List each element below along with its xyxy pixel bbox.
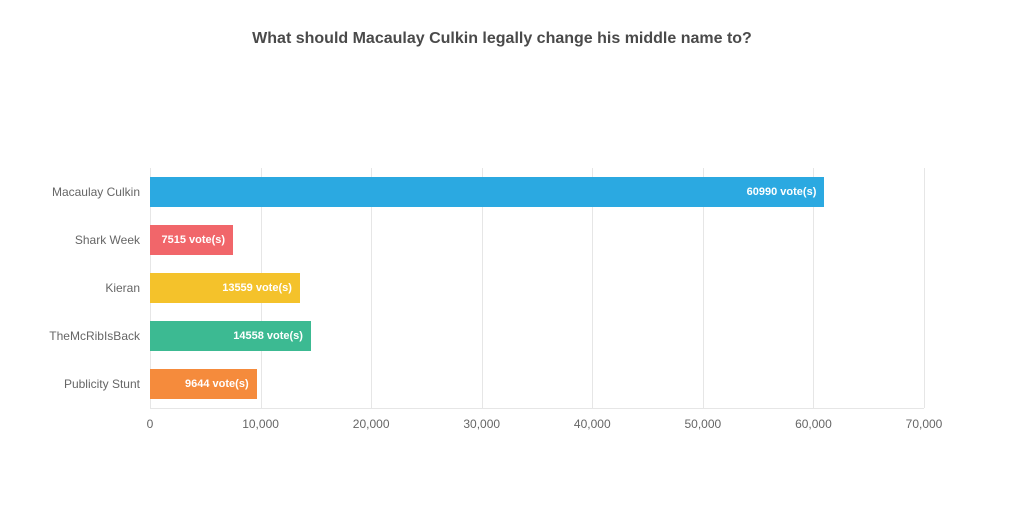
x-tick-label: 30,000	[463, 417, 500, 431]
bar-category-label: TheMcRibIsBack	[49, 329, 150, 343]
bar: 13559 vote(s)	[150, 273, 300, 303]
bar-category-label: Publicity Stunt	[64, 377, 150, 391]
bar-row: Shark Week7515 vote(s)	[150, 225, 924, 255]
bar: 9644 vote(s)	[150, 369, 257, 399]
x-tick-label: 50,000	[684, 417, 721, 431]
bar-row: Kieran13559 vote(s)	[150, 273, 924, 303]
bars-group: Macaulay Culkin60990 vote(s) Shark Week75…	[150, 168, 924, 408]
bar: 60990 vote(s)	[150, 177, 824, 207]
x-tick-label: 60,000	[795, 417, 832, 431]
x-tick-label: 70,000	[906, 417, 943, 431]
chart-title: What should Macaulay Culkin legally chan…	[20, 30, 984, 48]
bar-category-label: Shark Week	[75, 233, 150, 247]
plot-area: Macaulay Culkin60990 vote(s) Shark Week75…	[150, 168, 924, 408]
bar: 7515 vote(s)	[150, 225, 233, 255]
bar: 14558 vote(s)	[150, 321, 311, 351]
bar-row: TheMcRibIsBack14558 vote(s)	[150, 321, 924, 351]
x-axis: 010,00020,00030,00040,00050,00060,00070,…	[150, 408, 924, 409]
bar-category-label: Macaulay Culkin	[52, 185, 150, 199]
x-tick-label: 0	[147, 417, 154, 431]
x-tick-label: 40,000	[574, 417, 611, 431]
x-tick-label: 20,000	[353, 417, 390, 431]
bar-row: Macaulay Culkin60990 vote(s)	[150, 177, 924, 207]
grid-line	[924, 168, 925, 408]
chart-container: What should Macaulay Culkin legally chan…	[0, 0, 1024, 511]
bar-category-label: Kieran	[105, 281, 150, 295]
bar-row: Publicity Stunt9644 vote(s)	[150, 369, 924, 399]
x-tick-label: 10,000	[242, 417, 279, 431]
